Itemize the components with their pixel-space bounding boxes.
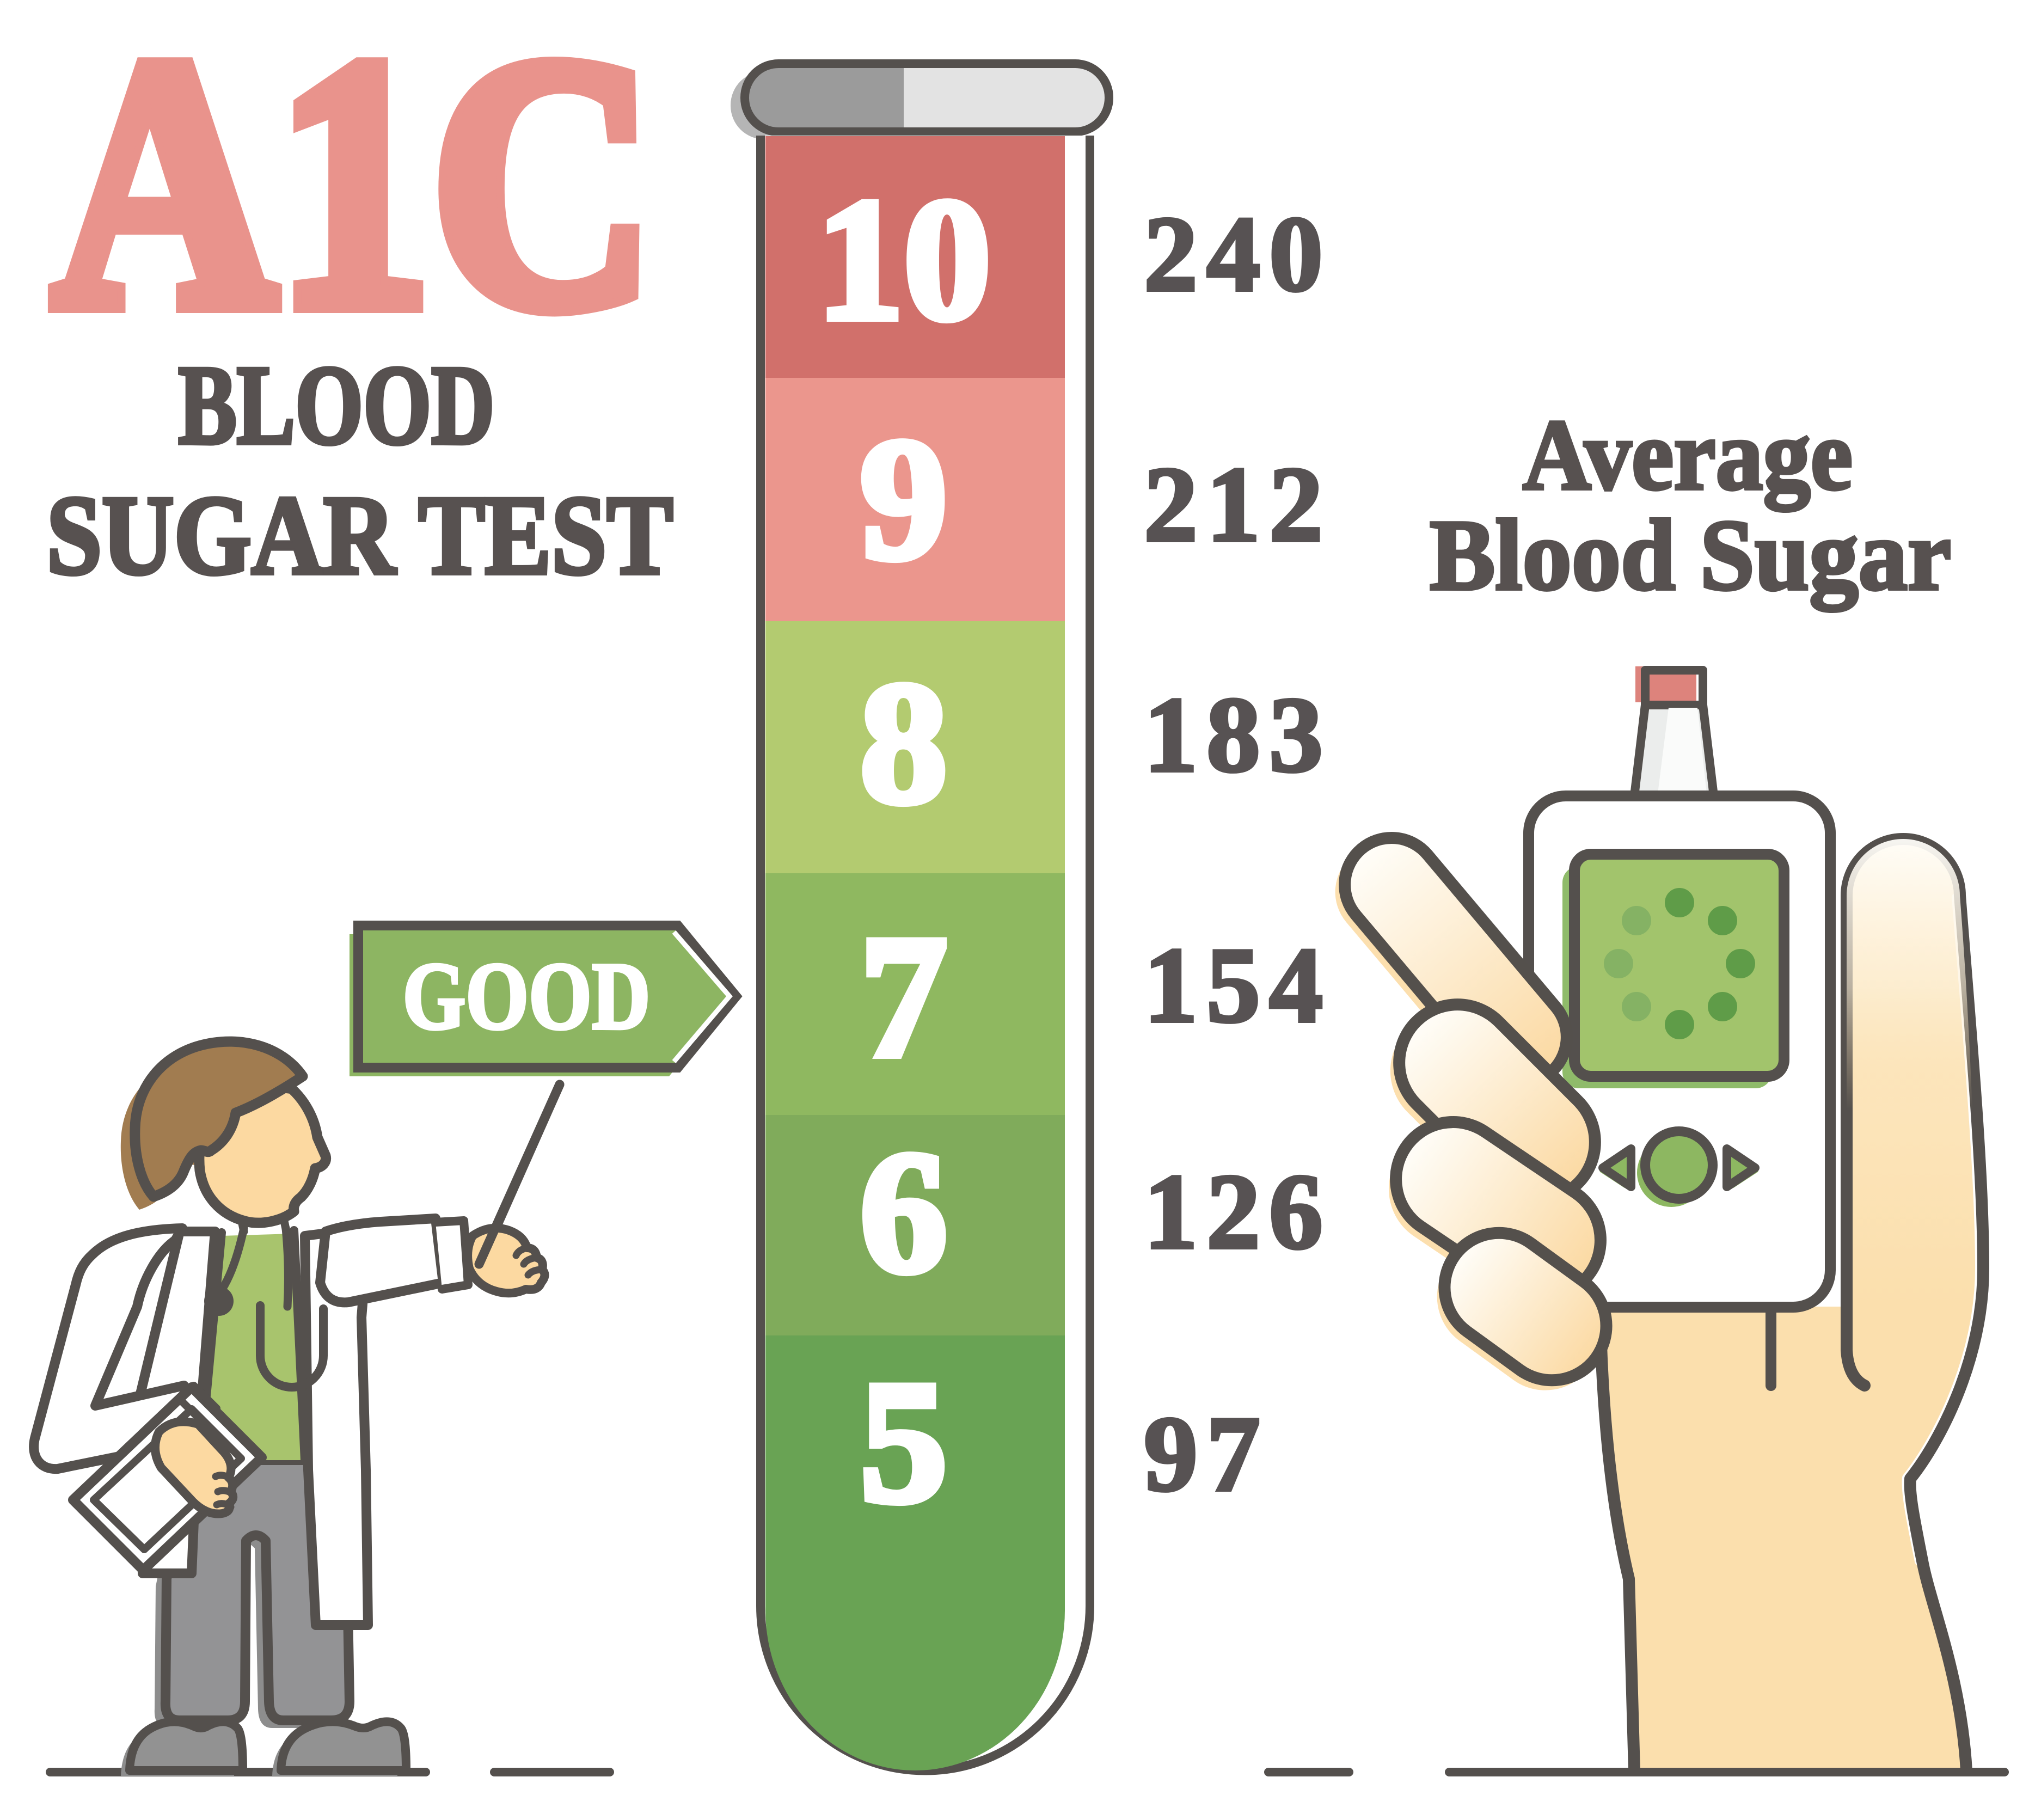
svg-text:GOOD: GOOD (403, 943, 651, 1050)
svg-text:10: 10 (817, 163, 991, 356)
svg-text:Average: Average (1523, 399, 1853, 511)
svg-text:212: 212 (1144, 445, 1332, 564)
svg-text:6: 6 (860, 1116, 947, 1309)
svg-text:A1C: A1C (53, 0, 655, 382)
svg-text:9: 9 (860, 403, 947, 596)
svg-text:7: 7 (860, 900, 947, 1093)
svg-text:BLOOD: BLOOD (179, 342, 495, 468)
svg-text:97: 97 (1144, 1394, 1269, 1513)
svg-text:8: 8 (860, 647, 947, 839)
svg-text:240: 240 (1144, 194, 1332, 314)
svg-text:126: 126 (1144, 1152, 1332, 1271)
svg-text:SUGAR TEST: SUGAR TEST (47, 473, 673, 598)
svg-text:154: 154 (1144, 926, 1332, 1045)
svg-text:5: 5 (860, 1346, 947, 1539)
svg-text:Blood Sugar: Blood Sugar (1430, 499, 1951, 611)
svg-text:183: 183 (1144, 675, 1332, 794)
